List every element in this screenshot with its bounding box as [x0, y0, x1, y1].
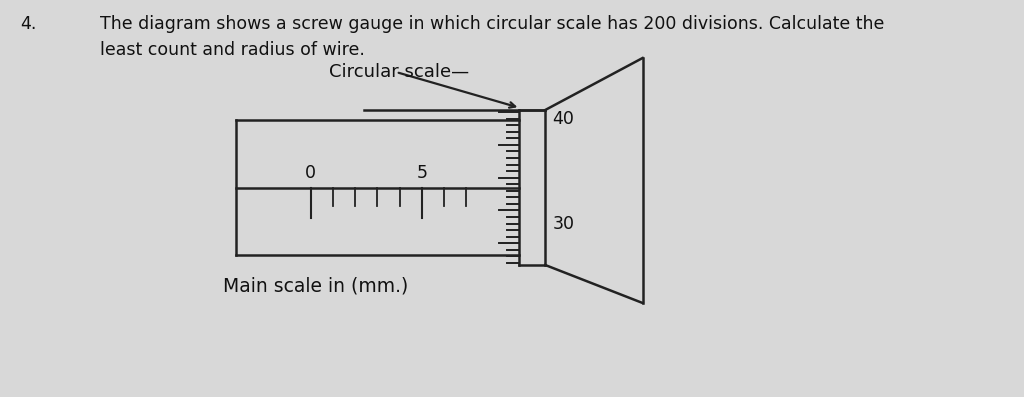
Text: Circular scale—: Circular scale— [329, 63, 469, 81]
Text: 0: 0 [305, 164, 316, 181]
Text: 4.: 4. [20, 15, 37, 33]
Text: The diagram shows a screw gauge in which circular scale has 200 divisions. Calcu: The diagram shows a screw gauge in which… [100, 15, 885, 59]
Text: 5: 5 [417, 164, 427, 181]
Text: Main scale in (mm.): Main scale in (mm.) [222, 277, 408, 296]
Text: 40: 40 [553, 110, 574, 127]
Text: 30: 30 [553, 215, 574, 233]
